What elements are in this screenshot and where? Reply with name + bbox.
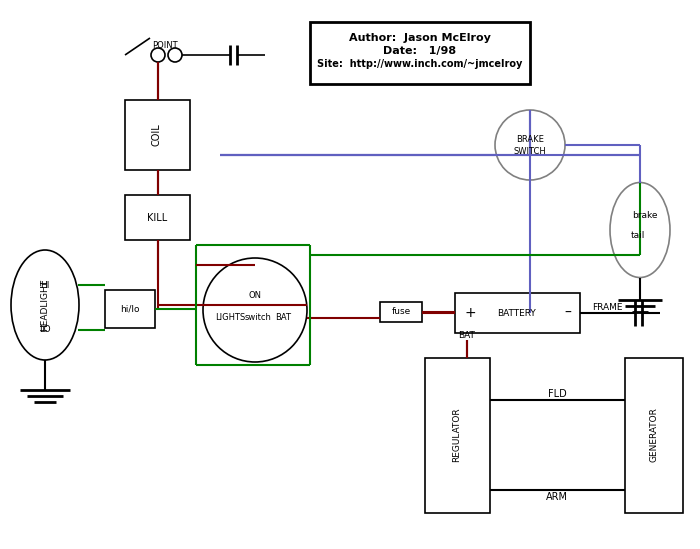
- Text: fuse: fuse: [391, 307, 411, 317]
- Text: BRAKE: BRAKE: [516, 136, 544, 144]
- Text: –: –: [565, 306, 571, 320]
- Text: Site:  http://www.inch.com/~jmcelroy: Site: http://www.inch.com/~jmcelroy: [317, 59, 523, 69]
- Text: HI: HI: [41, 281, 50, 289]
- Text: FLD: FLD: [547, 389, 566, 399]
- Bar: [105, 290, 155, 328]
- Bar: [125, 100, 190, 170]
- Bar: [380, 302, 422, 322]
- Text: ON: ON: [248, 290, 262, 300]
- Text: HEADLIGHT: HEADLIGHT: [41, 279, 50, 331]
- Circle shape: [495, 110, 565, 180]
- Circle shape: [203, 258, 307, 362]
- Circle shape: [168, 48, 182, 62]
- Text: BAT: BAT: [458, 330, 475, 339]
- Bar: [425, 358, 490, 513]
- Text: REGULATOR: REGULATOR: [452, 408, 461, 462]
- Text: BAT: BAT: [275, 313, 291, 322]
- Ellipse shape: [610, 182, 670, 277]
- Bar: [125, 195, 190, 240]
- Text: POINT: POINT: [152, 42, 178, 51]
- Text: BATTERY: BATTERY: [498, 309, 536, 317]
- Text: switch: switch: [244, 313, 272, 322]
- Bar: [455, 293, 580, 333]
- Circle shape: [151, 48, 165, 62]
- Text: +: +: [464, 306, 476, 320]
- Text: FRAME: FRAME: [592, 302, 622, 311]
- Text: brake: brake: [632, 210, 658, 220]
- Text: Author:  Jason McElroy: Author: Jason McElroy: [349, 33, 491, 43]
- Text: ARM: ARM: [546, 492, 568, 502]
- Ellipse shape: [11, 250, 79, 360]
- Text: KILL: KILL: [147, 213, 167, 223]
- Text: COIL: COIL: [152, 124, 162, 147]
- Bar: [310, 22, 530, 84]
- Text: SWITCH: SWITCH: [514, 148, 547, 156]
- Text: Date:   1/98: Date: 1/98: [384, 46, 456, 56]
- Text: LIGHTS: LIGHTS: [215, 313, 245, 322]
- Text: GENERATOR: GENERATOR: [650, 407, 659, 462]
- Text: hi/lo: hi/lo: [120, 305, 140, 313]
- Bar: [625, 358, 683, 513]
- Text: LO: LO: [39, 326, 51, 334]
- Text: tail: tail: [631, 231, 645, 239]
